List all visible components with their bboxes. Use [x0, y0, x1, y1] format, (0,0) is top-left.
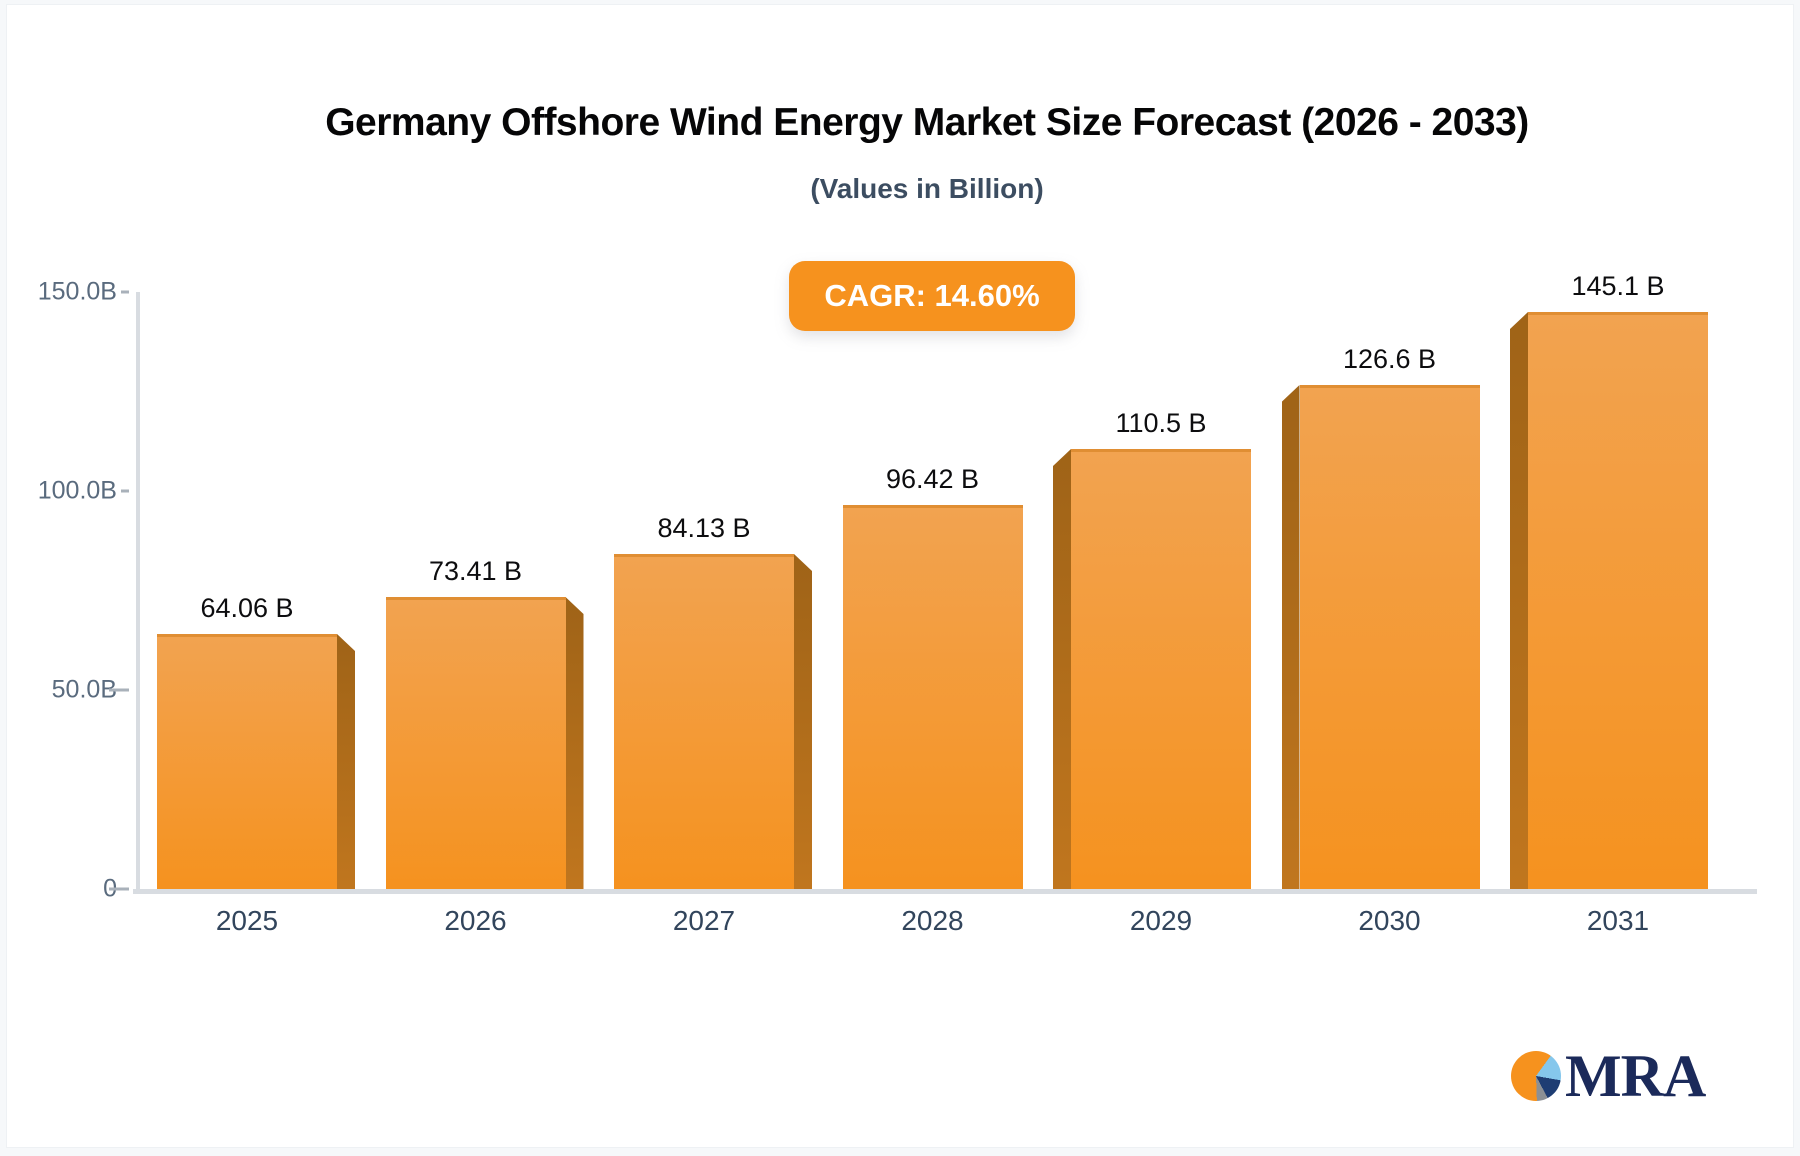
y-tick-mark: [121, 489, 129, 493]
x-category-label: 2027: [672, 905, 736, 936]
bar: [1299, 385, 1480, 889]
y-tick-label: 0: [7, 875, 117, 904]
x-axis-line: [133, 889, 1757, 894]
bar: [385, 597, 566, 889]
chart-subtitle: (Values in Billion): [810, 173, 1044, 204]
x-category-label: 2028: [901, 905, 964, 936]
bar-side-face: [337, 634, 355, 889]
cagr-badge-label: CAGR: 14.60%: [824, 278, 1040, 313]
y-tick-label: 100.0B: [37, 476, 117, 505]
mra-logo-pie-icon: [1511, 1051, 1561, 1101]
bar-value-label: 96.42 B: [885, 464, 980, 494]
y-tick-mark: [109, 688, 129, 692]
bar-value-label: 73.41 B: [428, 556, 523, 586]
chart-title: Germany Offshore Wind Energy Market Size…: [325, 101, 1529, 144]
bar-side-face: [1053, 449, 1071, 889]
bar-side-face: [1281, 385, 1300, 889]
bar: [614, 554, 794, 889]
bar-value-label: 110.5 B: [1115, 408, 1207, 438]
x-category-label: 2025: [215, 905, 279, 936]
y-tick-mark: [109, 887, 129, 891]
bar-side-face: [565, 597, 584, 889]
y-tick-mark: [121, 290, 129, 294]
mra-logo-text: MRA: [1565, 1043, 1706, 1109]
bar: [1528, 312, 1708, 889]
bar-value-label: 64.06 B: [200, 593, 294, 623]
x-category-label: 2029: [1129, 905, 1193, 936]
cagr-badge: CAGR: 14.60%: [789, 261, 1075, 331]
x-category-label: 2030: [1358, 905, 1421, 936]
x-category-label: 2031: [1586, 905, 1650, 936]
y-tick-label: 50.0B: [51, 675, 117, 704]
bar: [157, 634, 337, 889]
bar-side-face: [794, 554, 812, 889]
bar-value-label: 145.1 B: [1571, 271, 1665, 301]
bar-value-label: 84.13 B: [657, 513, 751, 543]
y-tick-label: 150.0B: [37, 277, 117, 306]
bar: [1071, 449, 1251, 889]
y-axis-line: [136, 292, 140, 893]
chart-card: Germany Offshore Wind Energy Market Size…: [6, 4, 1794, 1148]
bar-side-face: [1510, 312, 1528, 889]
bar: [842, 505, 1023, 889]
bar-value-label: 126.6 B: [1342, 344, 1437, 374]
mra-logo: MRA: [1511, 1045, 1741, 1107]
x-category-label: 2026: [444, 905, 507, 936]
